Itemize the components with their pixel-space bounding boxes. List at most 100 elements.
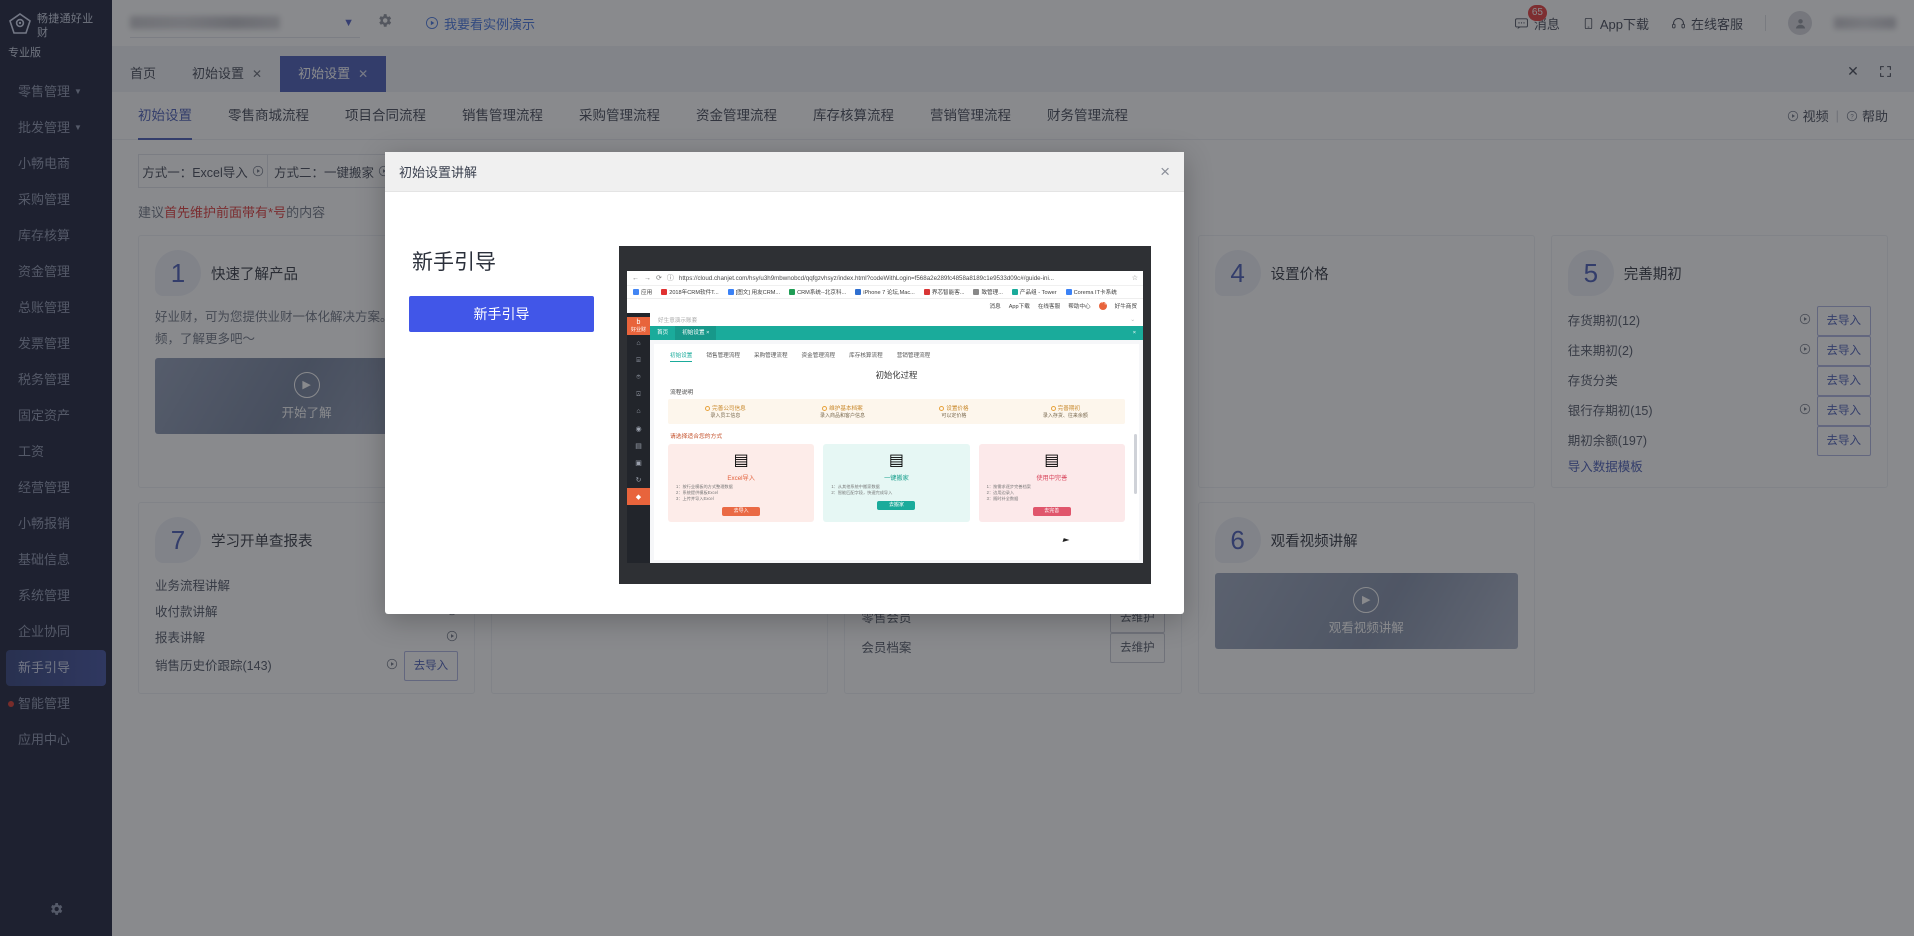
close-icon[interactable]: × [706,330,710,336]
favicon-icon [1065,289,1072,295]
bookmark-4[interactable]: iPhone 7 论坛,Mac... [855,288,915,296]
video-player[interactable]: ← → ⟳ ⓘ https://cloud.chanjet.com/hsy/u3… [619,246,1151,584]
inner-option-cards: ▤ Excel导入 1：按行业模板的方式整理数据 2：系统提供模板Excel 3：上… [654,444,1139,522]
book-icon[interactable]: ▤ [635,442,642,450]
circle-icon [822,406,828,411]
inner-step-2: 设置价格 可以定价格 [939,404,969,419]
inner-option-card-1[interactable]: ▤ 一键搬家 1：从其他系统中搬家数据 2：智能匹配字段，快速完成导入 去搬家 [823,444,970,522]
inner-brand-label: 好业财 [630,327,646,333]
inner-page-title: 初始化过程 [875,370,918,380]
inner-option-card-2[interactable]: ▤ 使用中完善 1：按需求逐步完善档案 2：边用边录入 3：随时补全数据 去完善 [978,444,1125,522]
bookmark-2[interactable]: [图文] 用友CRM... [727,288,780,296]
inner-step-3: 完善期初 录入存货、往来余额 [1043,404,1088,419]
inner-tab-init[interactable]: 初始设置 × [675,326,717,340]
inner-top-link-3[interactable]: 帮助中心 [1068,304,1091,310]
inner-sidebar: b 好业财 ⌂ ⌸ ⌾ ⍓ ⌂ ◉ ▤ ▣ ↻ ◆ [627,313,650,563]
modal-header: 初始设置讲解 × [385,152,1184,192]
inner-step-desc: 录入存货、往来余额 [1042,413,1088,419]
browser-url-text: https://cloud.chanjet.com/hsy/u3h9mbwnob… [678,274,1054,282]
inner-brand-logo: b 好业财 [627,317,650,335]
inner-flow-tab-3[interactable]: 资金管理流程 [801,353,836,359]
inner-top-link-1[interactable]: App下载 [1008,304,1030,310]
refresh-icon[interactable]: ↻ [635,476,642,484]
inner-flow-tab-4[interactable]: 库存核算流程 [849,353,883,359]
inner-option-desc: 1：从其他系统中搬家数据 2：智能匹配字段，快速完成导入 [831,484,893,495]
inner-app-main: b 好业财 ⌂ ⌸ ⌾ ⍓ ⌂ ◉ ▤ ▣ ↻ ◆ [627,313,1143,563]
bookmark-6[interactable]: 致管理... [973,288,1003,296]
bookmark-8[interactable]: Corema IT卡系统 [1065,288,1117,296]
inner-step-0: 完善公司信息 录入员工信息 [705,404,746,419]
inner-step-strip: 完善公司信息 录入员工信息 维护基本档案 录入商品和客户信息 设置价格 可以定价… [668,399,1125,424]
browser-address-bar[interactable]: ← → ⟳ ⓘ https://cloud.chanjet.com/hsy/u3… [627,271,1143,286]
inner-option-desc: 1：按行业模板的方式整理数据 2：系统提供模板Excel 3：上传并导入Excel [676,484,733,501]
inner-flow-tab-0[interactable]: 初始设置 [670,351,693,362]
coin-icon[interactable]: ◉ [635,425,642,433]
inner-tabs: 首页 初始设置 × × [650,326,1143,340]
guide-icon[interactable]: ◆ [627,488,650,505]
inner-step-desc: 录入员工信息 [710,413,741,419]
inner-option-card-0[interactable]: ▤ Excel导入 1：按行业模板的方式整理数据 2：系统提供模板Excel 3：上… [668,444,815,522]
inner-search-placeholder: 好生意演示账套 [658,317,698,324]
arrow-left-icon: ← [632,274,639,282]
inner-flow-tabs: 初始设置 销售管理流程 采购管理流程 资金管理流程 库存核算流程 营销管理流程 [654,344,1139,362]
doc-icon[interactable]: ▣ [635,459,642,467]
inner-top-link-0[interactable]: 消息 [989,304,1001,310]
bookmark-label: 2018年CRM软件T... [669,290,719,296]
inner-option-title: 使用中完善 [1036,475,1068,482]
bookmark-1[interactable]: 2018年CRM软件T... [661,288,719,296]
reload-icon: ⟳ [656,275,662,282]
bookmark-label: iPhone 7 论坛,Mac... [863,290,915,296]
inner-page: 初始设置 销售管理流程 采购管理流程 资金管理流程 库存核算流程 营销管理流程 初始化过程… [654,344,1139,560]
inner-search-box[interactable]: 好生意演示账套 ⌄ [650,313,1143,326]
bookmark-label: 致管理... [981,290,1003,296]
favicon-icon [661,289,668,295]
chevron-down-icon: ⌄ [1130,316,1135,323]
bookmark-7[interactable]: 产品组 - Tower [1011,288,1057,296]
favicon-icon [923,289,930,295]
edit-icon: ▤ [1044,452,1060,469]
favicon-icon [789,289,796,295]
bookmark-3[interactable]: CRM系统--北京科... [789,288,846,296]
inner-scrollbar[interactable] [1134,434,1137,494]
watermark: 微吼 [1089,294,1113,306]
close-icon[interactable]: × [1132,330,1136,336]
inner-top-link-2[interactable]: 在线客服 [1037,304,1061,310]
inner-step-1: 维护基本档案 录入商品和客户信息 [820,404,865,419]
cart-icon[interactable]: ⌾ [636,373,641,381]
inner-step-title: 完善公司信息 [705,404,746,412]
arrow-right-icon: → [644,274,651,282]
inner-option-button[interactable]: 去搬家 [877,501,916,510]
bookmark-label: 产品组 - Tower [1019,290,1057,296]
inner-flow-tab-5[interactable]: 营销管理流程 [896,353,931,359]
star-icon: ☆ [1131,275,1138,282]
inner-user-label: 好牛商贸 [1114,304,1137,310]
inner-tab-home[interactable]: 首页 [657,330,669,336]
bookmark-5[interactable]: 界芯智能客... [923,288,965,296]
home-icon[interactable]: ⌂ [636,340,641,347]
inner-option-desc: 1：按需求逐步完善档案 2：边用边录入 3：随时补全数据 [986,484,1031,501]
inner-option-title: Excel导入 [727,475,755,482]
init-setting-explain-modal: 初始设置讲解 × 新手引导 新手引导 ← → ⟳ ⓘ https://cloud… [385,152,1184,614]
box-icon[interactable]: ⌂ [636,408,641,415]
inner-avatar-icon [1098,302,1107,310]
favicon-icon [1011,289,1018,295]
info-circle-icon: ⓘ [666,275,674,282]
bag-icon[interactable]: ⍓ [636,390,641,398]
favicon-icon [727,289,734,295]
store-icon[interactable]: ⌸ [636,356,641,364]
inner-content: 好生意演示账套 ⌄ 首页 初始设置 × × [650,313,1143,563]
inner-option-button[interactable]: 去完善 [1032,507,1071,516]
inner-step-title: 完善期初 [1043,404,1088,412]
browser-bookmarks-bar: 应用 2018年CRM软件T... [图文] 用友CRM... CRM系统--北京科.… [627,286,1143,299]
bookmark-0[interactable]: 应用 [633,288,652,296]
close-icon[interactable]: × [1160,162,1170,181]
inner-section-label: 流程说明 [670,390,694,396]
bookmark-label: CRM系统--北京科... [797,290,847,296]
inner-option-button[interactable]: 去导入 [722,507,761,516]
inner-choose-label: 请选择适合您的方式 [670,434,723,440]
inner-flow-tab-2[interactable]: 采购管理流程 [753,353,788,359]
newbie-guide-button[interactable]: 新手引导 [409,296,594,332]
modal-title: 初始设置讲解 [399,165,478,180]
bookmark-label: 界芯智能客... [931,290,965,296]
inner-flow-tab-1[interactable]: 销售管理流程 [706,353,740,359]
